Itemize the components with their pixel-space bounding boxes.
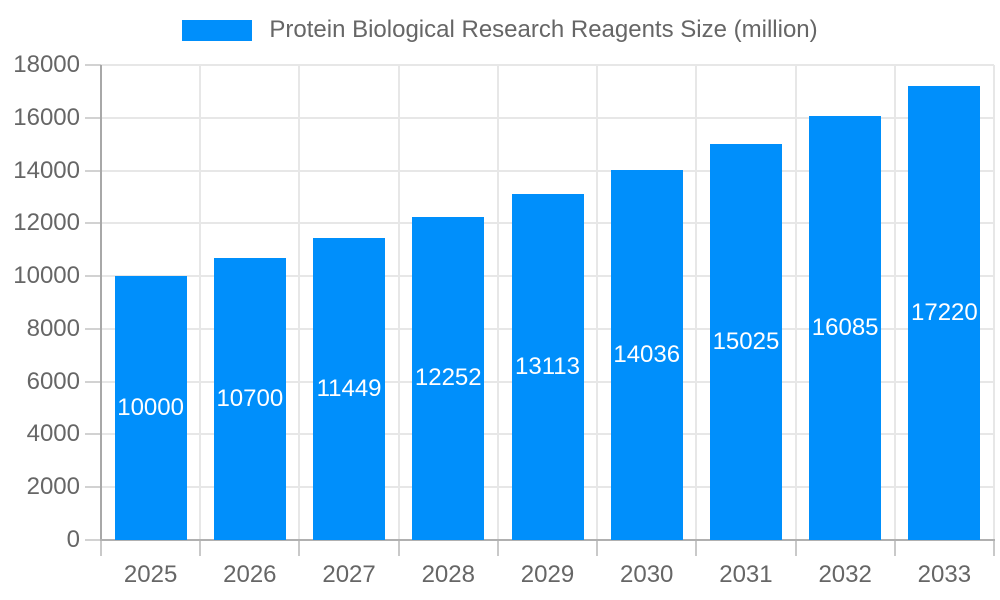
y-axis-label: 2000 [26, 473, 80, 501]
legend-label: Protein Biological Research Reagents Siz… [269, 16, 818, 43]
y-axis-label: 0 [66, 526, 80, 553]
legend-swatch-icon [182, 19, 253, 41]
y-tick [85, 433, 101, 436]
y-tick [85, 327, 101, 330]
x-axis-label: 2032 [818, 561, 872, 588]
x-axis-label: 2031 [719, 561, 773, 588]
x-tick [893, 540, 896, 556]
y-axis-line [100, 65, 102, 540]
x-gridline [298, 65, 301, 540]
x-gridline [893, 65, 896, 540]
bar-value-label: 13113 [515, 352, 580, 380]
y-tick [85, 275, 101, 278]
legend: Protein Biological Research Reagents Siz… [0, 16, 1000, 44]
x-gridline [596, 65, 599, 540]
y-axis-label: 16000 [13, 103, 80, 131]
y-axis-label: 6000 [26, 367, 80, 395]
x-axis-label: 2030 [620, 561, 674, 588]
bar-2032[interactable] [809, 115, 882, 540]
y-tick [85, 64, 101, 66]
x-tick [695, 540, 698, 556]
bar-2028[interactable] [412, 216, 485, 540]
x-tick [298, 540, 301, 556]
x-axis-label: 2028 [421, 561, 475, 588]
y-tick [85, 486, 101, 489]
bar-value-label: 15025 [712, 327, 780, 355]
y-gridline [101, 116, 994, 119]
x-tick [596, 540, 599, 556]
y-axis-label: 14000 [13, 156, 80, 184]
bar-value-label: 10700 [216, 384, 284, 412]
x-gridline [695, 65, 698, 540]
x-tick [794, 540, 797, 556]
x-gridline [496, 65, 499, 540]
y-gridline [101, 169, 994, 172]
y-axis-label: 4000 [26, 420, 80, 448]
bar-value-label: 11449 [316, 374, 382, 402]
x-axis-label: 2027 [322, 561, 376, 588]
x-axis-label: 2033 [917, 561, 972, 588]
y-tick [85, 222, 101, 225]
x-tick [100, 540, 102, 556]
x-axis-line [100, 539, 995, 541]
y-gridline [101, 64, 994, 66]
x-axis-label: 2025 [123, 561, 178, 588]
bar-2026[interactable] [213, 257, 286, 540]
y-axis-label: 10000 [13, 262, 80, 290]
bar-value-label: 16085 [811, 313, 879, 341]
x-axis-label: 2029 [520, 561, 575, 588]
bar-2033[interactable] [908, 85, 981, 540]
x-axis-label: 2026 [223, 561, 277, 588]
y-axis-label: 12000 [13, 209, 80, 237]
x-gridline [199, 65, 202, 540]
x-tick [397, 540, 400, 556]
x-gridline [794, 65, 797, 540]
x-tick [496, 540, 499, 556]
y-axis-label: 18000 [13, 51, 80, 78]
y-tick [85, 169, 101, 172]
x-gridline [397, 65, 400, 540]
legend-item[interactable]: Protein Biological Research Reagents Siz… [182, 16, 818, 44]
bar-value-label: 17220 [911, 298, 978, 326]
bar-2030[interactable] [610, 169, 683, 540]
bar-2027[interactable] [313, 237, 386, 540]
y-tick [85, 116, 101, 119]
bar-2025[interactable] [114, 276, 187, 540]
bar-value-label: 12252 [414, 364, 482, 392]
x-gridline [993, 65, 995, 540]
bar-2031[interactable] [709, 143, 782, 540]
bar-value-label: 10000 [117, 394, 184, 422]
y-axis-label: 8000 [26, 314, 80, 342]
bar-value-label: 14036 [613, 340, 681, 368]
x-tick [199, 540, 202, 556]
bar-2029[interactable] [511, 193, 584, 540]
y-tick [85, 380, 101, 383]
y-tick [85, 539, 101, 541]
x-tick [993, 540, 995, 556]
